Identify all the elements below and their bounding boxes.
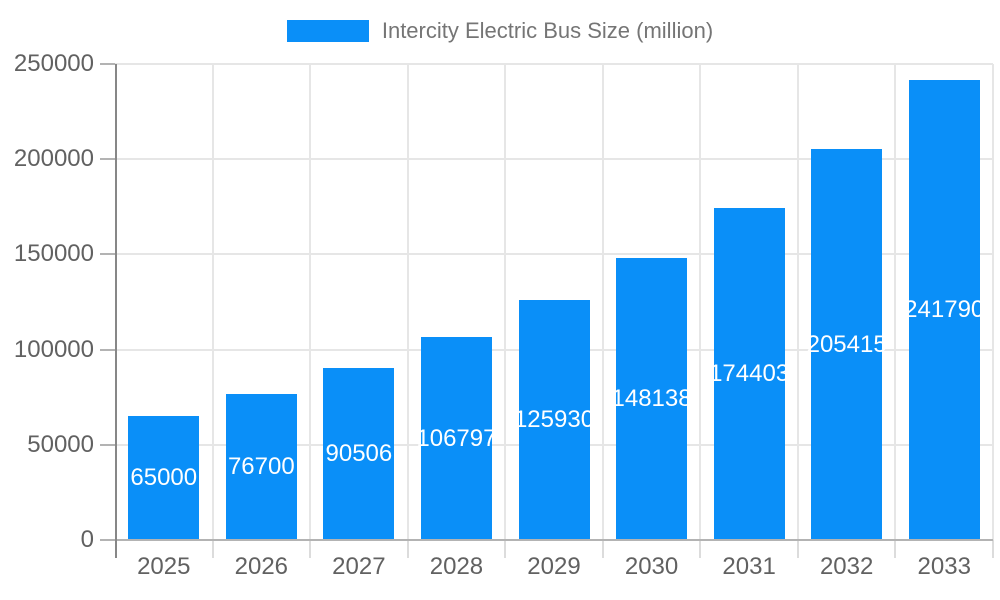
legend: Intercity Electric Bus Size (million) <box>0 18 1000 44</box>
y-tick-mark <box>100 158 115 161</box>
x-gridline <box>992 64 994 540</box>
bar-2029[interactable] <box>518 300 590 540</box>
y-gridline <box>115 253 993 256</box>
x-gridline <box>796 64 799 540</box>
x-tick-mark <box>601 540 604 558</box>
x-gridline <box>699 64 702 540</box>
x-gridline <box>211 64 214 540</box>
bar-2030[interactable] <box>616 258 688 540</box>
bar-value-label: 174403 <box>709 360 790 387</box>
x-tick-label: 2033 <box>917 553 971 580</box>
bar-2026[interactable] <box>225 394 297 540</box>
bar-2027[interactable] <box>323 368 395 540</box>
x-tick-mark <box>992 540 994 558</box>
y-tick-mark <box>100 63 115 65</box>
bar-value-label: 205415 <box>806 330 887 358</box>
x-axis-line <box>115 539 993 541</box>
legend-swatch <box>286 20 369 42</box>
y-tick-label: 150000 <box>13 240 94 268</box>
bar-2032[interactable] <box>811 149 883 540</box>
x-tick-label: 2031 <box>722 553 776 580</box>
plot-area: 0 50000 100000 150000 200000 250000 65000 2025 7… <box>14 50 994 580</box>
bar-value-label: 106797 <box>416 424 497 452</box>
x-gridline <box>309 64 312 540</box>
x-tick-label: 2030 <box>624 553 679 580</box>
legend-item[interactable]: Intercity Electric Bus Size (million) <box>286 18 714 44</box>
x-tick-label: 2027 <box>332 553 386 580</box>
bar-value-label: 241790 <box>904 296 985 323</box>
x-tick-mark <box>406 540 409 558</box>
x-tick-label: 2032 <box>819 553 874 580</box>
y-axis-line <box>115 64 117 558</box>
y-tick-label: 250000 <box>13 50 94 77</box>
y-tick-mark <box>100 253 115 256</box>
x-tick-label: 2028 <box>429 553 484 580</box>
y-tick-label: 200000 <box>13 145 94 173</box>
y-tick-label: 50000 <box>27 430 94 458</box>
x-tick-label: 2029 <box>527 553 581 580</box>
bar-2025[interactable] <box>128 416 200 540</box>
y-gridline <box>115 158 993 161</box>
bar-value-label: 90506 <box>325 440 393 467</box>
bar-value-label: 148138 <box>611 385 692 412</box>
x-tick-mark <box>211 540 214 558</box>
y-tick-mark <box>100 348 115 351</box>
x-gridline <box>504 64 507 540</box>
y-tick-mark <box>100 539 115 541</box>
x-tick-mark <box>309 540 312 558</box>
x-gridline <box>601 64 604 540</box>
y-gridline <box>115 63 993 65</box>
bar-value-label: 65000 <box>130 464 198 491</box>
x-tick-mark <box>504 540 507 558</box>
x-gridline <box>406 64 409 540</box>
bar-value-label: 125930 <box>513 406 595 433</box>
x-tick-mark <box>699 540 702 558</box>
y-tick-mark <box>100 443 115 446</box>
x-tick-mark <box>894 540 897 558</box>
bar-value-label: 76700 <box>227 453 295 480</box>
bar-2028[interactable] <box>420 337 492 540</box>
legend-label: Intercity Electric Bus Size (million) <box>381 18 714 43</box>
bar-2031[interactable] <box>713 208 785 540</box>
x-tick-mark <box>796 540 799 558</box>
bar-2033[interactable] <box>908 80 980 540</box>
x-tick-label: 2026 <box>234 553 289 580</box>
y-tick-label: 0 <box>80 526 94 553</box>
x-tick-label: 2025 <box>137 553 191 580</box>
x-gridline <box>894 64 897 540</box>
y-tick-label: 100000 <box>13 335 94 363</box>
